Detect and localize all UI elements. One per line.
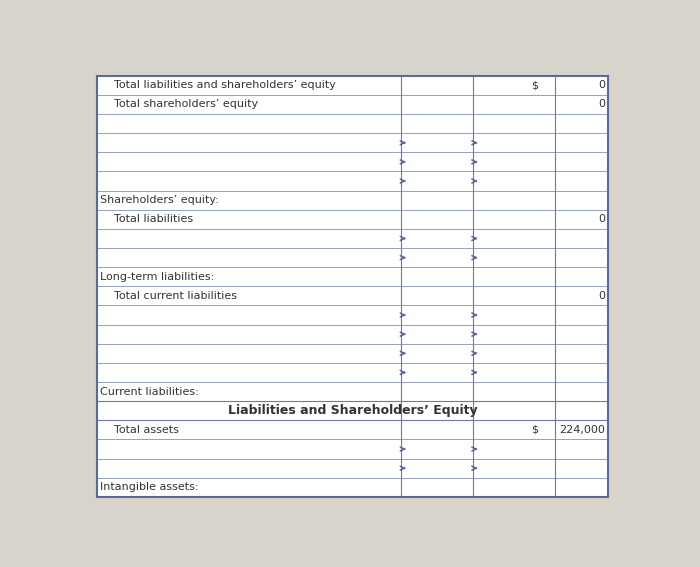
Text: Current liabilities:: Current liabilities: (100, 387, 199, 397)
Text: $: $ (531, 81, 538, 90)
Text: 0: 0 (598, 214, 606, 225)
Text: Long-term liabilities:: Long-term liabilities: (100, 272, 214, 282)
Text: Intangible assets:: Intangible assets: (100, 483, 198, 492)
Text: 224,000: 224,000 (559, 425, 606, 435)
Text: Total shareholders’ equity: Total shareholders’ equity (100, 99, 258, 109)
Text: Total liabilities: Total liabilities (100, 214, 193, 225)
Text: $: $ (531, 425, 538, 435)
Text: 0: 0 (598, 81, 606, 90)
Text: Liabilities and Shareholders’ Equity: Liabilities and Shareholders’ Equity (228, 404, 477, 417)
Text: Total liabilities and shareholders’ equity: Total liabilities and shareholders’ equi… (100, 81, 336, 90)
Text: Total assets: Total assets (100, 425, 178, 435)
Text: 0: 0 (598, 99, 606, 109)
Text: Shareholders’ equity:: Shareholders’ equity: (100, 195, 219, 205)
Text: Total current liabilities: Total current liabilities (100, 291, 237, 301)
Text: 0: 0 (598, 291, 606, 301)
